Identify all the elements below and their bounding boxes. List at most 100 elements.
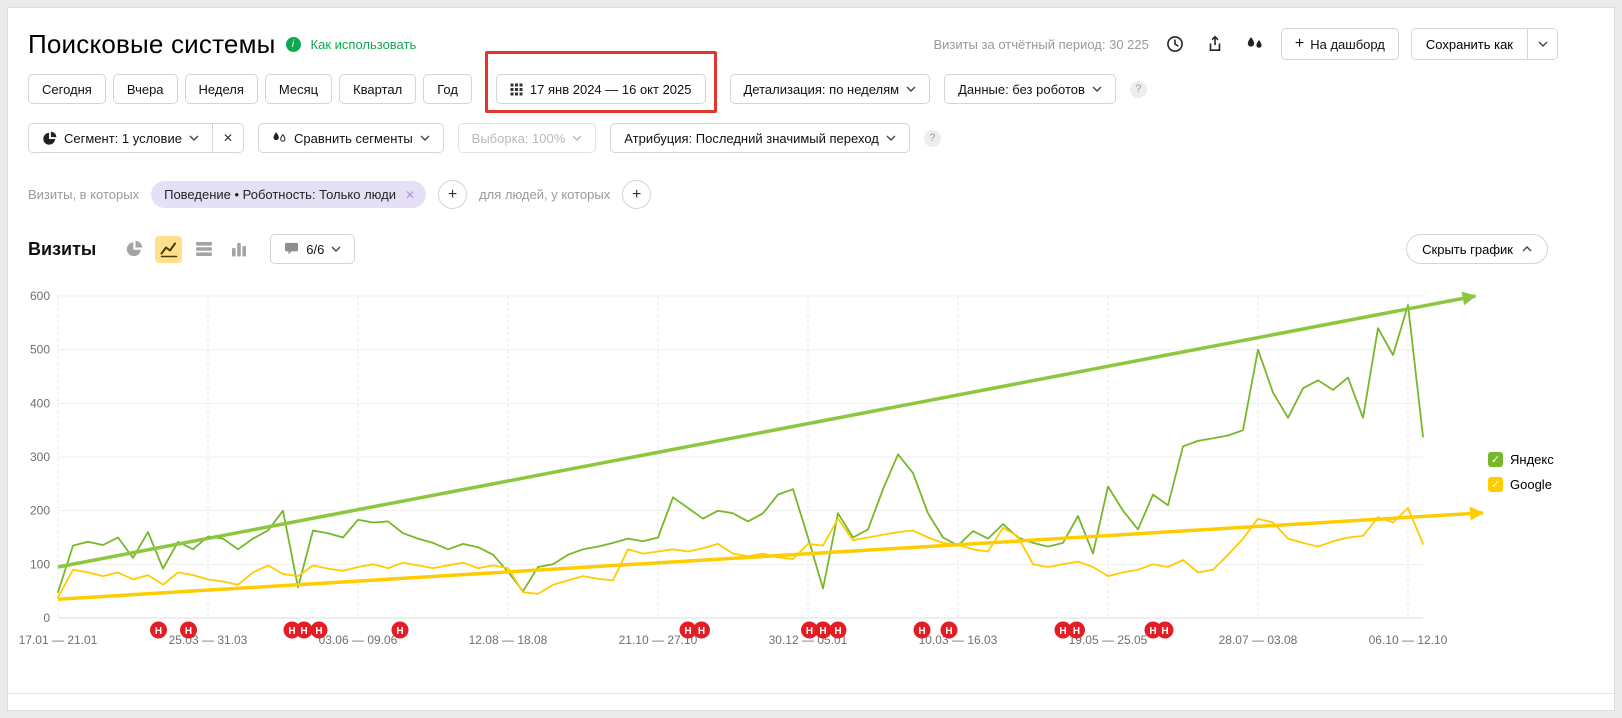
chevron-up-icon — [1522, 246, 1532, 252]
note-marker[interactable]: Н — [679, 621, 697, 639]
note-marker[interactable]: Н — [1054, 621, 1072, 639]
note-marker[interactable]: Н — [801, 621, 818, 639]
chevron-down-icon — [1538, 41, 1547, 47]
visits-chart: 0 100 200 300 400 500 600 17.01 — 21.01 25.03 — … — [8, 276, 1614, 676]
note-marker[interactable]: Н — [310, 621, 328, 639]
help-icon[interactable]: ? — [1129, 80, 1147, 98]
x-axis-label: 25.03 — 31.03 — [169, 633, 248, 647]
compare-segments-label: Сравнить сегменты — [294, 130, 413, 146]
pie-chart-icon[interactable] — [120, 236, 147, 263]
page-title: Поисковые системы — [28, 28, 276, 59]
compare-segments-dropdown[interactable]: Сравнить сегменты — [258, 123, 444, 153]
attribution-dropdown[interactable]: Атрибуция: Последний значимый переход — [610, 123, 910, 153]
note-marker[interactable]: Н — [391, 621, 409, 639]
note-marker[interactable]: Н — [180, 621, 197, 639]
svg-text:Н: Н — [834, 626, 841, 637]
sampling-dropdown[interactable]: Выборка: 100% — [457, 123, 597, 153]
legend-checkbox-icon: ✓ — [1488, 477, 1503, 492]
series-selector-dropdown[interactable]: 6/6 — [270, 234, 356, 264]
period-tab-2[interactable]: Неделя — [184, 74, 258, 104]
svg-text:Н: Н — [396, 626, 403, 637]
svg-text:Н: Н — [288, 626, 295, 637]
report-header: Поисковые системы i Как использовать Виз… — [8, 8, 1614, 62]
how-to-use-link[interactable]: Как использовать — [310, 36, 417, 52]
trend-arrow-google — [57, 506, 1484, 601]
history-icon[interactable] — [1161, 30, 1189, 58]
save-as-button[interactable]: Сохранить как — [1411, 29, 1527, 59]
note-marker[interactable]: Н — [1156, 621, 1174, 639]
visits-in-which-label: Визиты, в которых — [28, 187, 140, 202]
chevron-down-icon — [420, 135, 430, 141]
chart-header: Визиты 6/6 Скрыть график — [8, 234, 1614, 264]
svg-text:Н: Н — [315, 626, 322, 637]
legend-checkbox-icon: ✓ — [1488, 452, 1503, 467]
chart-type-switcher — [120, 235, 252, 263]
visits-period-total: Визиты за отчётный период: 30 225 — [933, 37, 1148, 52]
note-marker[interactable]: Н — [150, 621, 167, 639]
note-marker[interactable]: Н — [295, 621, 313, 639]
note-marker[interactable]: Н — [814, 621, 832, 639]
hide-chart-label: Скрыть график — [1422, 241, 1513, 257]
note-marker[interactable]: Н — [1068, 621, 1085, 639]
chevron-down-icon — [1092, 86, 1102, 92]
legend-item-google[interactable]: ✓ Google — [1488, 477, 1554, 492]
segment-clear-button[interactable]: ✕ — [211, 123, 245, 153]
section-divider — [8, 693, 1614, 694]
note-marker[interactable]: Н — [829, 621, 847, 639]
chip-label: Поведение • Роботность: Только люди — [164, 187, 396, 202]
note-marker[interactable]: Н — [693, 621, 710, 639]
export-icon[interactable] — [1201, 30, 1229, 58]
save-as-caret-button[interactable] — [1527, 29, 1557, 59]
plus-icon: + — [1294, 35, 1305, 52]
y-axis-label: 600 — [30, 289, 50, 303]
chip-close-icon[interactable]: ✕ — [404, 187, 416, 202]
period-tab-4[interactable]: Квартал — [339, 74, 417, 104]
metrika-report-page: Поисковые системы i Как использовать Виз… — [7, 7, 1615, 711]
chevron-down-icon — [886, 135, 896, 141]
add-people-condition-button[interactable]: + — [622, 180, 652, 209]
svg-text:Н: Н — [945, 626, 952, 637]
period-tab-1[interactable]: Вчера — [112, 74, 178, 104]
columns-chart-icon[interactable] — [225, 236, 252, 263]
period-tab-5[interactable]: Год — [423, 74, 472, 104]
svg-text:Н: Н — [806, 626, 813, 637]
y-axis-label: 500 — [30, 343, 50, 357]
header-actions: Визиты за отчётный период: 30 225 + На д… — [933, 28, 1558, 60]
period-tab-3[interactable]: Месяц — [264, 74, 333, 104]
note-marker[interactable]: Н — [283, 621, 301, 639]
segment-dropdown[interactable]: Сегмент: 1 условие — [28, 123, 213, 153]
series-line-google — [57, 507, 1424, 599]
period-tab-0[interactable]: Сегодня — [28, 74, 106, 104]
add-to-dashboard-button[interactable]: + На дашборд — [1280, 28, 1399, 60]
svg-text:Н: Н — [300, 626, 307, 637]
for-people-label: для людей, у которых — [479, 187, 611, 202]
stacked-area-icon[interactable] — [190, 236, 217, 263]
info-icon: i — [285, 36, 301, 52]
legend-item-yandex[interactable]: ✓ Яндекс — [1488, 452, 1554, 467]
series-line-yandex — [57, 304, 1424, 594]
attribution-label: Атрибуция: Последний значимый переход — [624, 130, 879, 146]
line-chart-icon[interactable] — [155, 235, 183, 263]
hide-chart-button[interactable]: Скрыть график — [1406, 234, 1548, 264]
calendar-grid-icon — [510, 83, 523, 95]
date-range-button[interactable]: 17 янв 2024 — 16 окт 2025 — [495, 74, 706, 104]
svg-text:Н: Н — [1073, 626, 1080, 637]
period-tabs: Сегодня Вчера Неделя Месяц Квартал Год — [28, 74, 472, 104]
line-chart-canvas[interactable]: 0 100 200 300 400 500 600 17.01 — 21.01 25.03 — … — [8, 276, 1615, 660]
segment-row: Сегмент: 1 условие ✕ Сравнить сегменты В… — [8, 123, 1614, 153]
sampling-label: Выборка: 100% — [471, 130, 566, 146]
y-axis-label: 0 — [43, 611, 50, 625]
add-visit-condition-button[interactable]: + — [438, 180, 468, 209]
detalization-label: Детализация: по неделям — [743, 81, 900, 97]
filter-row: Визиты, в которых Поведение • Роботность… — [8, 180, 1614, 209]
help-icon-attribution[interactable]: ? — [923, 129, 941, 147]
note-marker[interactable]: Н — [940, 621, 958, 639]
segments-drops-icon[interactable] — [1241, 30, 1269, 58]
segment-condition-chip[interactable]: Поведение • Роботность: Только люди ✕ — [151, 181, 427, 208]
chart-title: Визиты — [28, 238, 97, 259]
note-marker[interactable]: Н — [913, 621, 931, 639]
detalization-dropdown[interactable]: Детализация: по неделям — [729, 74, 931, 104]
note-marker[interactable]: Н — [1144, 621, 1162, 639]
trend-arrow-yandex — [57, 291, 1477, 569]
data-mode-dropdown[interactable]: Данные: без роботов — [944, 74, 1116, 104]
